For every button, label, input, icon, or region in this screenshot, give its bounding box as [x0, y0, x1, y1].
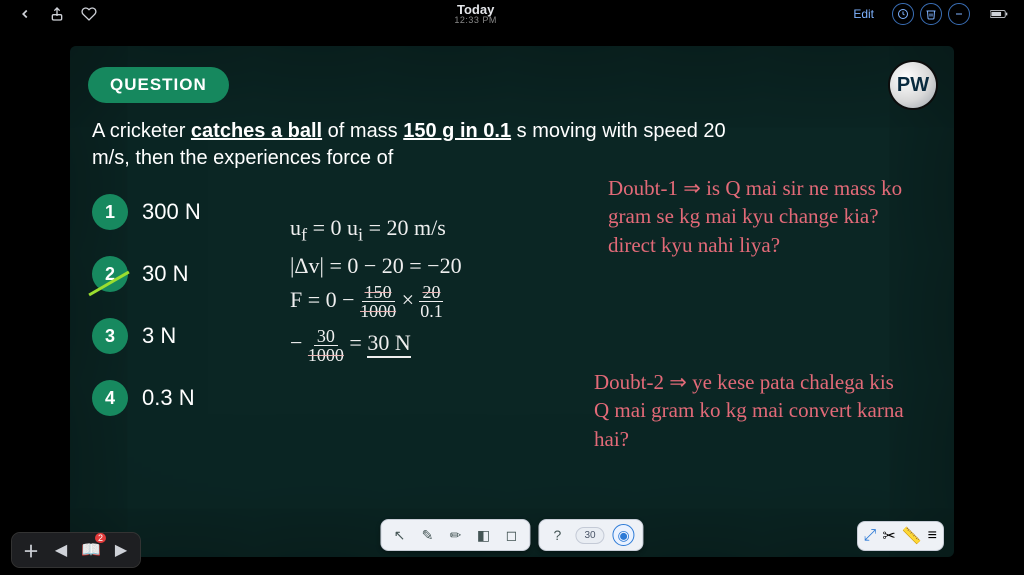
statusbar-center: Today 12:33 PM: [454, 3, 497, 25]
question-text: A cricketer catches a ball of mass 150 g…: [70, 116, 954, 176]
pages-button[interactable]: 📖2: [78, 537, 104, 563]
frac-den: 1000: [308, 346, 344, 364]
clock-icon[interactable]: [892, 3, 914, 25]
shapes-icon[interactable]: ◻: [501, 525, 521, 545]
option-label: 300 N: [142, 199, 201, 225]
add-page-button[interactable]: ＋: [18, 537, 44, 563]
marker-icon[interactable]: ✏: [445, 525, 465, 545]
edit-label[interactable]: Edit: [853, 7, 874, 21]
back-icon[interactable]: [16, 5, 34, 23]
work-text: u: [290, 215, 301, 240]
zoom-icon[interactable]: ⤢: [864, 527, 877, 545]
frac-num: 30: [314, 327, 338, 346]
battery-icon: [990, 5, 1008, 23]
work-text: =: [349, 330, 367, 355]
option-row[interactable]: 1 300 N: [92, 194, 201, 230]
work-line-1: uf = 0 ui = 20 m/s: [290, 211, 462, 249]
work-line-3: F = 0 − 1501000 × 200.1: [290, 283, 462, 320]
work-text: F = 0 −: [290, 287, 360, 312]
fraction: 301000: [308, 327, 344, 364]
minus-icon[interactable]: [948, 3, 970, 25]
option-label: 0.3 N: [142, 385, 195, 411]
scissors-icon[interactable]: ✂: [882, 526, 895, 546]
fraction: 1501000: [360, 283, 396, 320]
statusbar-time: 12:33 PM: [454, 16, 497, 25]
next-page-button[interactable]: ▶: [108, 537, 134, 563]
option-number: 2: [92, 256, 128, 292]
chalk-working: uf = 0 ui = 20 m/s |Δv| = 0 − 20 = −20 F…: [290, 211, 462, 364]
menu-icon[interactable]: ≡: [928, 527, 937, 545]
option-number: 1: [92, 194, 128, 230]
nav-pod: ＋ ◀ 📖2 ▶: [12, 533, 140, 567]
option-number: 4: [92, 380, 128, 416]
trash-icon[interactable]: [920, 3, 942, 25]
share-icon[interactable]: [48, 5, 66, 23]
option-number: 3: [92, 318, 128, 354]
doubt-2: Doubt-2 ⇒ ye kese pata chalega kis Q mai…: [594, 368, 914, 453]
work-text: ×: [402, 287, 420, 312]
option-label: 30 N: [142, 261, 188, 287]
help-icon[interactable]: ?: [547, 525, 567, 545]
option-row[interactable]: 4 0.3 N: [92, 380, 201, 416]
option-label: 3 N: [142, 323, 176, 349]
ruler-icon[interactable]: 📏: [902, 526, 922, 546]
cursor-icon[interactable]: ↖: [389, 525, 409, 545]
brand-logo: PW: [890, 62, 936, 108]
answer-underline: 30 N: [367, 330, 410, 358]
doubt-1: Doubt-1 ⇒ is Q mai sir ne mass ko gram s…: [608, 174, 908, 259]
work-line-2: |Δv| = 0 − 20 = −20: [290, 249, 462, 283]
right-toolbar: ⤢ ✂ 📏 ≡: [857, 521, 944, 551]
question-badge: QUESTION: [88, 67, 229, 103]
statusbar-right: Edit: [853, 3, 1008, 25]
option-row[interactable]: 2 30 N: [92, 256, 201, 292]
work-text: = 20 m/s: [363, 215, 446, 240]
work-text: −: [290, 330, 308, 355]
heart-icon[interactable]: [80, 5, 98, 23]
pages-badge: 2: [95, 533, 106, 543]
option-row[interactable]: 3 3 N: [92, 318, 201, 354]
ruler-pod[interactable]: ⤢ ✂ 📏 ≡: [857, 521, 944, 551]
eraser-icon[interactable]: ◧: [473, 525, 493, 545]
bottom-toolbar: ↖ ✎ ✏ ◧ ◻ ? 30 ◉: [380, 519, 643, 551]
frac-num: 20: [419, 283, 443, 302]
pen-icon[interactable]: ✎: [417, 525, 437, 545]
tool-pod-draw[interactable]: ↖ ✎ ✏ ◧ ◻: [380, 519, 530, 551]
statusbar-left: [16, 5, 98, 23]
board-header: QUESTION PW: [70, 46, 954, 116]
tool-pod-page[interactable]: ? 30 ◉: [538, 519, 643, 551]
status-bar: Today 12:33 PM Edit: [0, 0, 1024, 28]
page-counter: 30: [575, 527, 604, 544]
frac-den: 1000: [360, 302, 396, 320]
frac-num: 150: [362, 283, 395, 302]
prev-page-button[interactable]: ◀: [48, 537, 74, 563]
whiteboard-screen: QUESTION PW A cricketer catches a ball o…: [70, 46, 954, 557]
work-line-4: − 301000 = 30 N: [290, 326, 462, 363]
tablet-bezel: QUESTION PW A cricketer catches a ball o…: [0, 28, 1024, 575]
frac-den: 0.1: [420, 302, 443, 320]
fraction: 200.1: [419, 283, 443, 320]
options-list: 1 300 N 2 30 N 3 3 N 4 0.3 N: [92, 194, 201, 416]
work-text: = 0 u: [307, 215, 358, 240]
record-icon[interactable]: ◉: [613, 524, 635, 546]
